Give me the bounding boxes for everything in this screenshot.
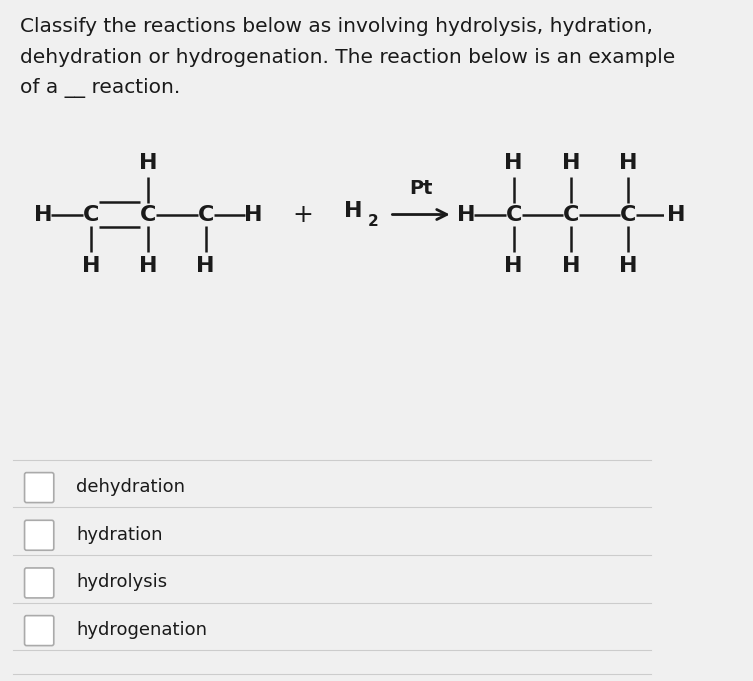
Text: C: C [197, 204, 214, 225]
Text: 2: 2 [367, 214, 378, 229]
Text: hydration: hydration [76, 526, 163, 543]
Text: of a __ reaction.: of a __ reaction. [20, 78, 180, 98]
FancyBboxPatch shape [25, 473, 53, 503]
Text: H: H [139, 255, 157, 276]
Text: hydrogenation: hydrogenation [76, 621, 207, 639]
Text: H: H [667, 204, 685, 225]
Text: C: C [620, 204, 636, 225]
FancyBboxPatch shape [25, 616, 53, 646]
Text: Pt: Pt [410, 179, 433, 198]
Text: C: C [83, 204, 99, 225]
Text: Classify the reactions below as involving hydrolysis, hydration,: Classify the reactions below as involvin… [20, 17, 653, 36]
Text: H: H [562, 255, 581, 276]
Text: H: H [139, 153, 157, 174]
Text: H: H [197, 255, 215, 276]
Text: C: C [140, 204, 157, 225]
Text: H: H [562, 153, 581, 174]
Text: C: C [505, 204, 522, 225]
Text: H: H [456, 204, 475, 225]
Text: dehydration or hydrogenation. The reaction below is an example: dehydration or hydrogenation. The reacti… [20, 48, 675, 67]
FancyBboxPatch shape [25, 520, 53, 550]
Text: H: H [244, 204, 263, 225]
Text: H: H [81, 255, 100, 276]
Text: H: H [34, 204, 53, 225]
Text: hydrolysis: hydrolysis [76, 573, 167, 591]
Text: H: H [619, 153, 638, 174]
FancyBboxPatch shape [25, 568, 53, 598]
Text: C: C [562, 204, 579, 225]
Text: dehydration: dehydration [76, 478, 185, 496]
Text: +: + [293, 202, 314, 227]
Text: H: H [344, 201, 362, 221]
Text: H: H [505, 255, 523, 276]
Text: H: H [505, 153, 523, 174]
Text: H: H [619, 255, 638, 276]
